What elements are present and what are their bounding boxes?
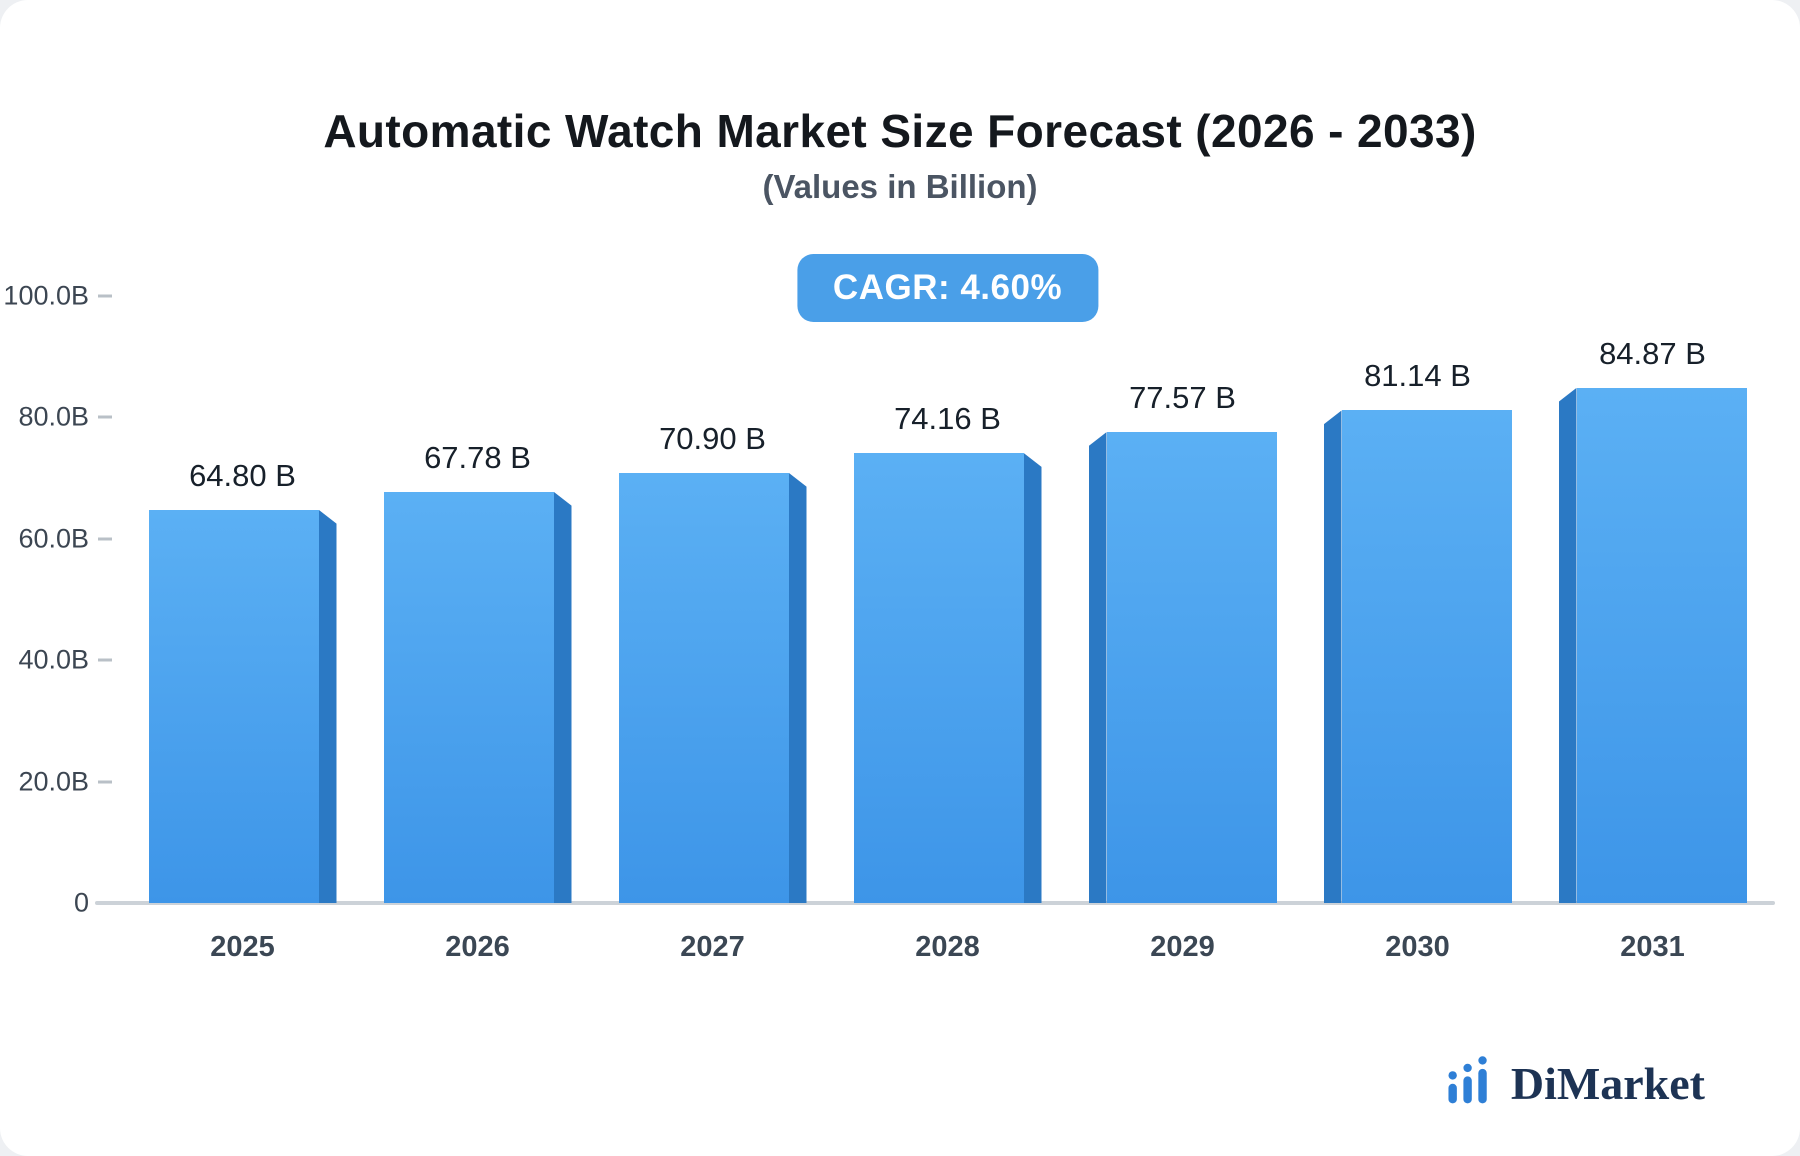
x-axis-label: 2030 — [1385, 931, 1450, 963]
y-tick-80.0B: 80.0B — [18, 402, 112, 433]
brand-logo: DiMarket — [1441, 1053, 1705, 1114]
y-tick-20.0B: 20.0B — [18, 766, 112, 797]
x-axis-label: 2026 — [445, 931, 510, 963]
x-axis-label: 2031 — [1620, 931, 1685, 963]
y-tick-mark — [98, 780, 112, 784]
bar-depth-face — [1558, 387, 1577, 903]
bar-2029: 77.57 B — [1088, 380, 1277, 903]
y-tick-100.0B: 100.0B — [3, 281, 112, 312]
x-axis-label: 2028 — [915, 931, 980, 963]
bar-slot-2027: 70.90 B 2027 — [595, 296, 830, 963]
bar-slot-2028: 74.16 B 2028 — [830, 296, 1065, 963]
bar-2026: 67.78 B — [383, 440, 572, 903]
x-axis-line — [95, 901, 1775, 905]
bar-slot-2026: 67.78 B 2026 — [360, 296, 595, 963]
bar-value-label: 84.87 B — [1599, 335, 1706, 371]
y-tick-40.0B: 40.0B — [18, 645, 112, 676]
y-tick-mark — [98, 658, 112, 662]
bar-depth-face — [1323, 410, 1342, 903]
bar-slot-2030: 81.14 B 2030 — [1300, 296, 1535, 963]
bar-face — [1341, 410, 1512, 903]
bar-value-label: 67.78 B — [424, 439, 531, 475]
y-tick-60.0B: 60.0B — [18, 523, 112, 554]
bar-2025: 64.80 B — [148, 458, 337, 903]
y-tick-label: 80.0B — [18, 401, 89, 432]
bar-2030: 81.14 B — [1323, 358, 1512, 903]
y-axis: 100.0B 80.0B 60.0B 40.0B 20.0B 0 — [0, 281, 112, 918]
y-tick-mark — [98, 294, 112, 298]
bar-value-label: 64.80 B — [189, 457, 296, 493]
x-axis-label: 2029 — [1150, 931, 1215, 963]
bar-slot-2029: 77.57 B 2029 — [1065, 296, 1300, 963]
bar-depth-face — [1088, 432, 1107, 903]
y-tick-label: 60.0B — [18, 523, 89, 554]
y-tick-mark — [98, 537, 112, 541]
bar-2031: 84.87 B — [1558, 336, 1747, 903]
bar-face — [383, 491, 554, 903]
plot-area: CAGR: 4.60% 64.80 B 2025 67.78 B 2026 70.90 … — [95, 254, 1775, 963]
bar-value-label: 81.14 B — [1364, 358, 1471, 394]
chart-title: Automatic Watch Market Size Forecast (20… — [323, 105, 1477, 157]
chart-subtitle: (Values in Billion) — [762, 168, 1038, 205]
bar-face — [853, 452, 1024, 903]
y-tick-mark — [98, 415, 112, 419]
bar-face — [148, 509, 319, 903]
bar-slot-2031: 84.87 B 2031 — [1535, 296, 1770, 963]
bar-depth-face — [553, 491, 572, 903]
bar-depth-face — [788, 472, 807, 903]
cagr-badge: CAGR: 4.60% — [796, 254, 1099, 322]
y-tick-label: 20.0B — [18, 766, 89, 797]
bar-slot-2025: 64.80 B 2025 — [125, 296, 360, 963]
bar-chart-dots-icon — [1441, 1053, 1497, 1114]
bar-face — [618, 472, 789, 903]
bar-value-label: 74.16 B — [894, 400, 1001, 436]
bar-value-label: 77.57 B — [1129, 380, 1236, 416]
bar-value-label: 70.90 B — [659, 420, 766, 456]
y-tick-label: 100.0B — [3, 280, 89, 311]
brand-name: DiMarket — [1510, 1058, 1705, 1109]
bar-face — [1106, 432, 1277, 903]
bar-face — [1576, 387, 1747, 903]
bar-2027: 70.90 B — [618, 421, 807, 903]
y-tick-label: 0 — [73, 887, 89, 918]
bar-depth-face — [1023, 452, 1042, 903]
bar-2028: 74.16 B — [853, 401, 1042, 903]
y-tick-label: 40.0B — [18, 644, 89, 675]
bar-depth-face — [318, 509, 337, 903]
x-axis-label: 2027 — [680, 931, 745, 963]
x-axis-label: 2025 — [210, 931, 275, 963]
